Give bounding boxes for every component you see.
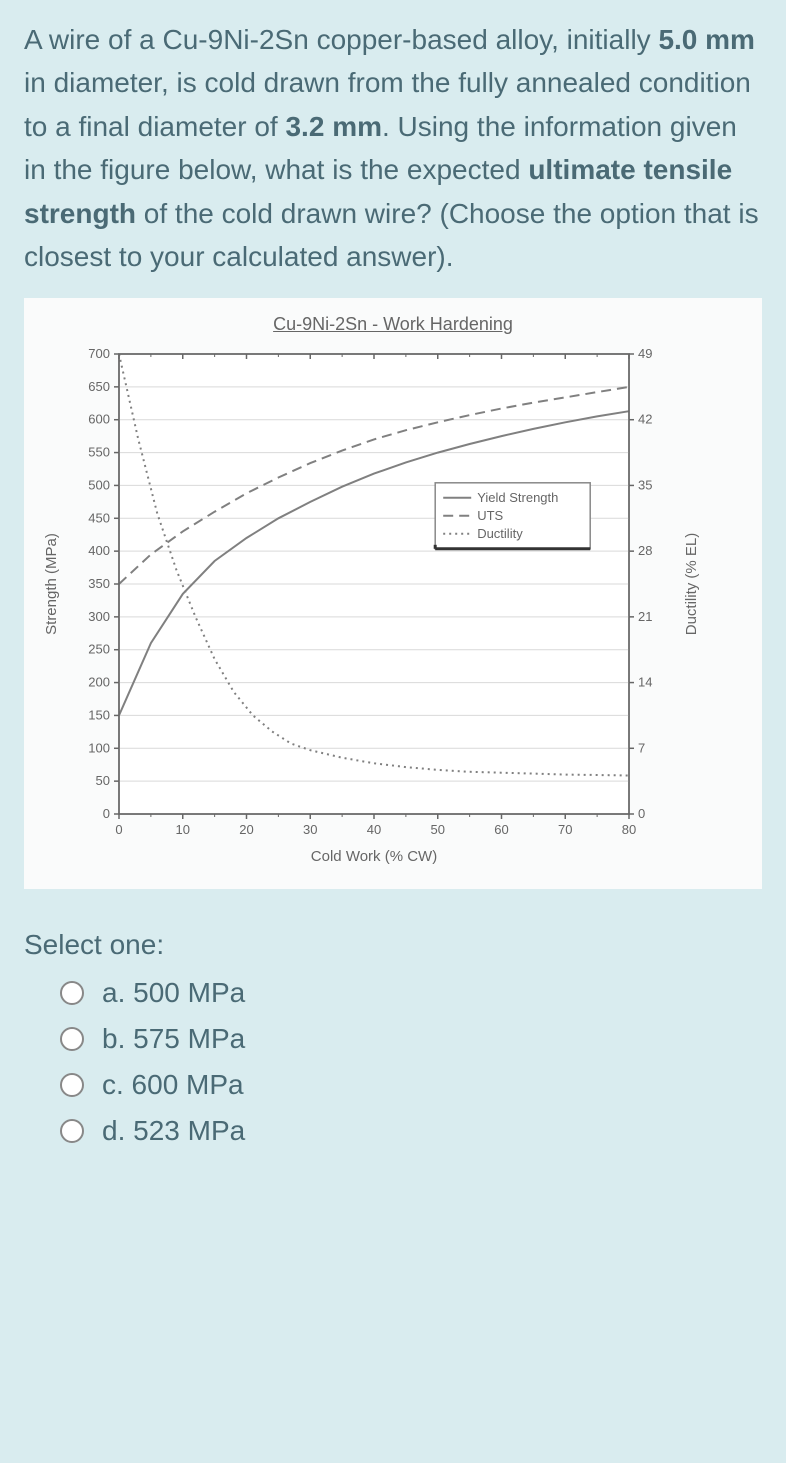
chart-title: Cu-9Ni-2Sn - Work Hardening <box>34 308 752 339</box>
svg-text:50: 50 <box>431 822 445 837</box>
svg-text:14: 14 <box>638 675 652 690</box>
svg-text:80: 80 <box>622 822 636 837</box>
radio-d[interactable] <box>60 1119 84 1143</box>
chart-container: Cu-9Ni-2Sn - Work Hardening 050100150200… <box>24 298 762 889</box>
svg-text:650: 650 <box>88 379 110 394</box>
svg-text:0: 0 <box>103 806 110 821</box>
option-b[interactable]: b. 575 MPa <box>60 1023 762 1055</box>
svg-text:30: 30 <box>303 822 317 837</box>
svg-text:0: 0 <box>638 806 645 821</box>
svg-text:450: 450 <box>88 511 110 526</box>
svg-text:28: 28 <box>638 543 652 558</box>
option-label: d. 523 MPa <box>102 1115 245 1147</box>
option-d[interactable]: d. 523 MPa <box>60 1115 762 1147</box>
svg-text:Ductility (% EL): Ductility (% EL) <box>683 533 700 636</box>
svg-text:Yield Strength: Yield Strength <box>477 490 558 505</box>
svg-text:70: 70 <box>558 822 572 837</box>
select-one-label: Select one: <box>24 929 762 961</box>
option-label: c. 600 MPa <box>102 1069 244 1101</box>
svg-text:550: 550 <box>88 445 110 460</box>
svg-text:200: 200 <box>88 675 110 690</box>
svg-text:250: 250 <box>88 642 110 657</box>
option-label: b. 575 MPa <box>102 1023 245 1055</box>
svg-text:40: 40 <box>367 822 381 837</box>
option-a[interactable]: a. 500 MPa <box>60 977 762 1009</box>
radio-a[interactable] <box>60 981 84 1005</box>
svg-text:0: 0 <box>115 822 122 837</box>
radio-b[interactable] <box>60 1027 84 1051</box>
svg-text:35: 35 <box>638 478 652 493</box>
svg-text:Strength (MPa): Strength (MPa) <box>43 533 60 635</box>
question-text: A wire of a Cu-9Ni-2Sn copper-based allo… <box>24 18 762 278</box>
svg-text:20: 20 <box>239 822 253 837</box>
svg-text:Ductility: Ductility <box>477 526 523 541</box>
svg-text:10: 10 <box>176 822 190 837</box>
option-c[interactable]: c. 600 MPa <box>60 1069 762 1101</box>
svg-text:7: 7 <box>638 741 645 756</box>
work-hardening-chart: 0501001502002503003504004505005506006507… <box>34 339 714 879</box>
svg-text:500: 500 <box>88 478 110 493</box>
option-label: a. 500 MPa <box>102 977 245 1009</box>
svg-text:100: 100 <box>88 741 110 756</box>
svg-text:700: 700 <box>88 346 110 361</box>
svg-text:49: 49 <box>638 346 652 361</box>
radio-c[interactable] <box>60 1073 84 1097</box>
svg-text:300: 300 <box>88 609 110 624</box>
svg-text:60: 60 <box>494 822 508 837</box>
svg-text:350: 350 <box>88 576 110 591</box>
svg-text:150: 150 <box>88 708 110 723</box>
svg-text:UTS: UTS <box>477 508 503 523</box>
svg-text:42: 42 <box>638 412 652 427</box>
svg-text:21: 21 <box>638 609 652 624</box>
svg-text:400: 400 <box>88 543 110 558</box>
svg-text:Cold Work (% CW): Cold Work (% CW) <box>311 848 437 865</box>
svg-text:600: 600 <box>88 412 110 427</box>
svg-text:50: 50 <box>96 773 110 788</box>
